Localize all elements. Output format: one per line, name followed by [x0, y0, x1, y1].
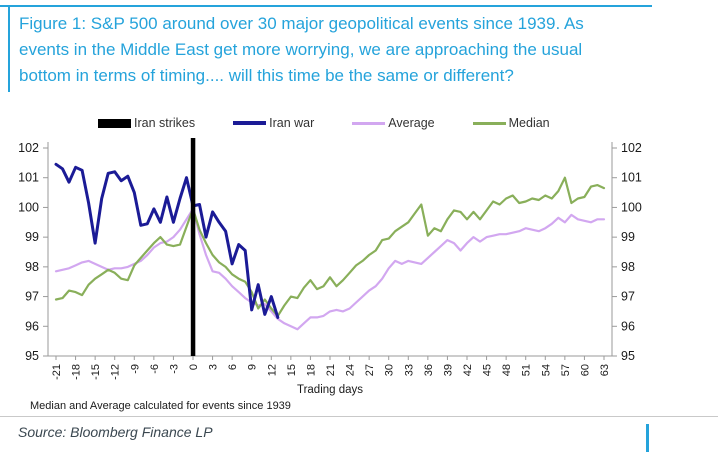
y-tick-label-right: 101	[621, 171, 642, 185]
series-iran-war	[54, 162, 280, 319]
x-tick-label: 15	[286, 364, 298, 376]
y-tick-label-left: 97	[25, 290, 39, 304]
title-top-border	[0, 5, 652, 7]
x-tick-label: 9	[247, 364, 259, 370]
x-tick-label: -12	[110, 364, 122, 380]
x-tick-label: 42	[462, 364, 474, 376]
iran-war-swatch-icon	[233, 121, 267, 125]
series-median	[54, 176, 606, 317]
x-tick-label: 0	[188, 364, 200, 370]
legend-item-average: Average	[352, 116, 435, 130]
x-tick-label: 24	[345, 364, 357, 376]
x-tick-label: 51	[521, 364, 533, 376]
x-tick-label: -3	[168, 364, 180, 374]
y-tick-label-left: 102	[18, 141, 39, 155]
y-tick-label-right: 97	[621, 290, 635, 304]
legend-label: Iran war	[269, 116, 315, 130]
average-swatch-icon	[352, 121, 386, 125]
y-tick-label-right: 100	[621, 200, 642, 214]
x-tick-label: 12	[266, 364, 278, 376]
x-tick-label: 63	[599, 364, 611, 376]
chart-legend: Iran strikes Iran war Average Median	[98, 116, 550, 130]
y-tick-label-right: 98	[621, 260, 635, 274]
legend-item-iran-war: Iran war	[233, 116, 314, 130]
x-tick-label: -18	[71, 364, 83, 380]
title-left-border	[8, 7, 10, 92]
x-tick-label: 3	[208, 364, 220, 370]
x-tick-label: -15	[90, 364, 102, 380]
legend-label: Iran strikes	[134, 116, 196, 130]
legend-item-median: Median	[472, 116, 550, 130]
x-tick-label: -6	[149, 364, 161, 374]
x-tick-label: 18	[305, 364, 317, 376]
x-tick-label: 30	[384, 364, 396, 376]
x-tick-label: 33	[403, 364, 415, 376]
y-tick-label-right: 96	[621, 319, 635, 333]
y-tick-label-right: 102	[621, 141, 642, 155]
x-tick-label: 54	[540, 364, 552, 376]
legend-label: Median	[508, 116, 550, 130]
y-tick-label-left: 101	[18, 171, 39, 185]
x-tick-label: 60	[579, 364, 591, 376]
x-tick-label: 21	[325, 364, 337, 376]
iran-strikes-event-bar	[190, 138, 196, 356]
x-tick-label: -21	[51, 364, 63, 380]
series-average	[54, 207, 606, 331]
y-tick-label-right: 95	[621, 349, 635, 363]
x-tick-label: -9	[129, 364, 141, 374]
legend-item-iran-strikes: Iran strikes	[98, 116, 195, 130]
x-tick-label: 27	[364, 364, 376, 376]
iran-strikes-swatch-icon	[98, 118, 131, 128]
x-tick-label: 39	[442, 364, 454, 376]
y-tick-label-left: 100	[18, 200, 39, 214]
source-right-marker	[646, 424, 649, 452]
y-tick-label-right: 99	[621, 230, 635, 244]
x-tick-label: 45	[482, 364, 494, 376]
chart-footnote: Median and Average calculated for events…	[30, 400, 291, 412]
chart-area: 95 95 96 96 97 97 98 98 99 99 100 100 101 101 102 102 -2…	[0, 136, 718, 398]
y-tick-label-left: 99	[25, 230, 39, 244]
source-text: Source: Bloomberg Finance LP	[18, 424, 213, 440]
legend-label: Average	[388, 116, 435, 130]
y-tick-label-left: 96	[25, 319, 39, 333]
x-tick-label: 6	[227, 364, 239, 370]
median-swatch-icon	[472, 121, 506, 125]
x-tick-label: 48	[501, 364, 513, 376]
separator-line	[0, 416, 718, 417]
y-tick-label-left: 98	[25, 260, 39, 274]
y-tick-label-left: 95	[25, 349, 39, 363]
x-tick-label: 57	[560, 364, 572, 376]
x-tick-label: 36	[423, 364, 435, 376]
x-axis-title: Trading days	[297, 384, 363, 396]
figure-title: Figure 1: S&P 500 around over 30 major g…	[19, 14, 584, 85]
